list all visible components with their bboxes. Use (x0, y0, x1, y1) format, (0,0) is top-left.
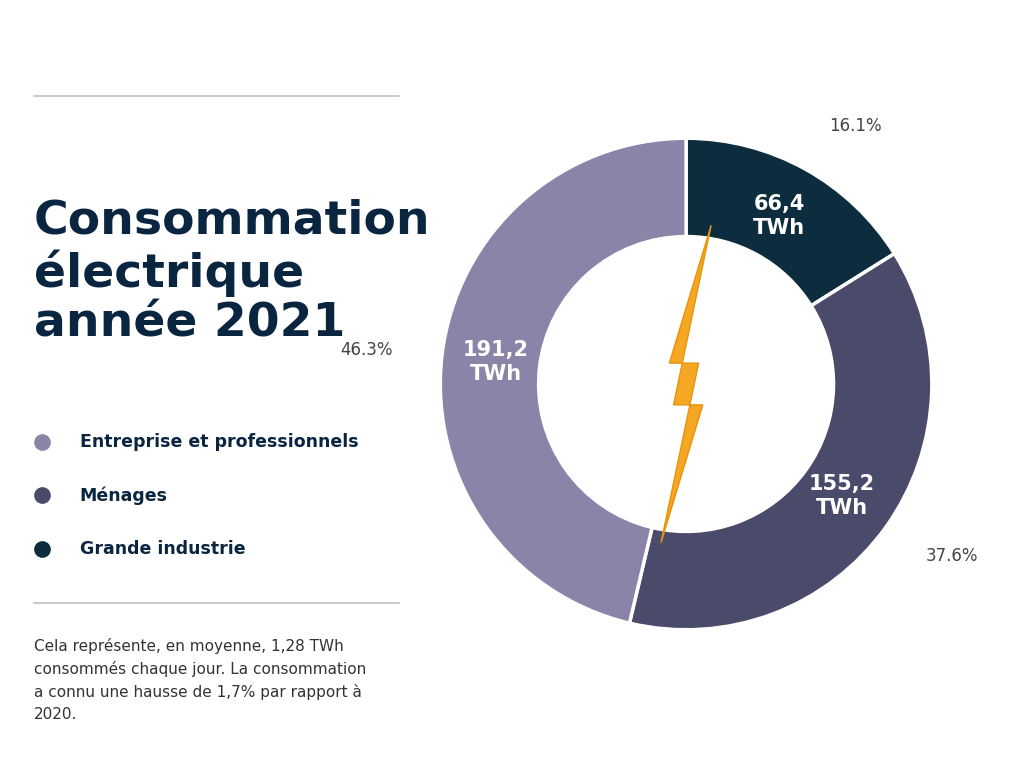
Wedge shape (440, 138, 686, 623)
Text: Grande industrie: Grande industrie (80, 540, 246, 558)
Text: Entreprise et professionnels: Entreprise et professionnels (80, 432, 358, 451)
Text: 46.3%: 46.3% (341, 341, 393, 359)
Wedge shape (630, 253, 932, 630)
Text: 155,2
TWh: 155,2 TWh (809, 474, 874, 518)
Wedge shape (686, 138, 894, 306)
Text: Cela représente, en moyenne, 1,28 TWh
consommés chaque jour. La consommation
a c: Cela représente, en moyenne, 1,28 TWh co… (34, 637, 366, 722)
Text: 37.6%: 37.6% (926, 547, 978, 564)
Polygon shape (662, 225, 711, 543)
Text: Ménages: Ménages (80, 486, 168, 505)
Text: 66,4
TWh: 66,4 TWh (753, 194, 805, 238)
Text: 16.1%: 16.1% (829, 117, 882, 135)
Text: 191,2
TWh: 191,2 TWh (463, 339, 528, 384)
Text: Consommation
électrique
année 2021: Consommation électrique année 2021 (34, 198, 430, 347)
